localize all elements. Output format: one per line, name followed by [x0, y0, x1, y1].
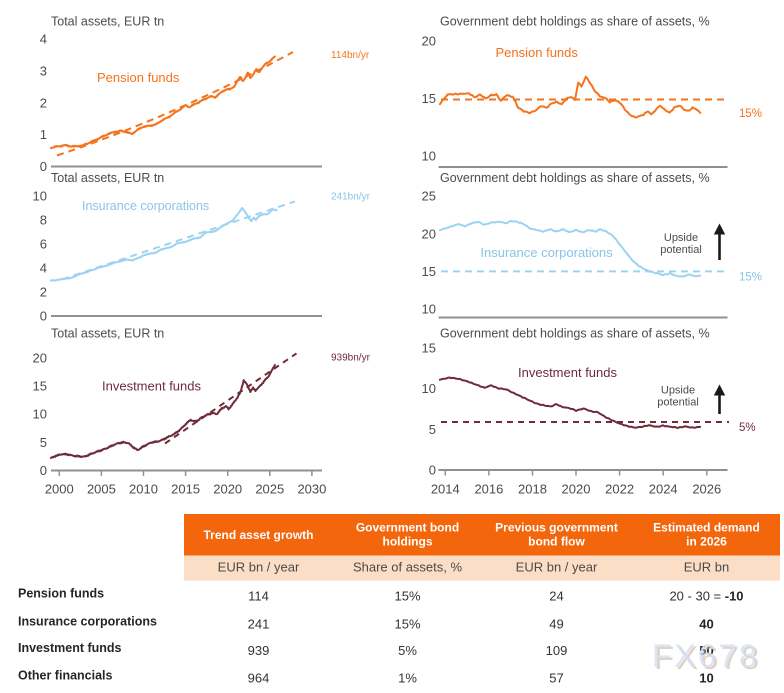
svg-text:in 2026: in 2026 — [686, 535, 727, 549]
svg-text:2026: 2026 — [692, 482, 721, 497]
svg-text:15%: 15% — [739, 272, 762, 284]
svg-text:Insurance corporations: Insurance corporations — [82, 199, 209, 213]
svg-text:potential: potential — [657, 397, 699, 409]
svg-text:2018: 2018 — [518, 482, 547, 497]
svg-text:0: 0 — [40, 159, 47, 174]
svg-text:114bn/yr: 114bn/yr — [331, 50, 370, 61]
svg-text:4: 4 — [40, 261, 47, 276]
svg-text:bond flow: bond flow — [528, 535, 585, 549]
svg-text:241: 241 — [248, 617, 270, 632]
svg-text:Government debt holdings as sh: Government debt holdings as share of ass… — [440, 326, 710, 340]
svg-text:20: 20 — [422, 34, 436, 49]
svg-text:2: 2 — [40, 95, 47, 110]
svg-text:Government debt holdings as sh: Government debt holdings as share of ass… — [440, 171, 710, 185]
svg-text:15%: 15% — [739, 108, 762, 120]
svg-text:Upside: Upside — [664, 232, 698, 244]
svg-text:20: 20 — [33, 350, 47, 365]
svg-text:FX678: FX678 — [652, 638, 759, 674]
svg-text:EUR bn / year: EUR bn / year — [218, 560, 300, 575]
svg-text:potential: potential — [660, 244, 702, 256]
svg-text:10: 10 — [422, 302, 436, 317]
svg-text:Other financials: Other financials — [18, 669, 113, 683]
svg-text:holdings: holdings — [383, 535, 433, 549]
svg-text:10: 10 — [33, 407, 47, 422]
svg-text:Insurance corporations: Insurance corporations — [18, 615, 157, 629]
svg-text:Pension funds: Pension funds — [97, 70, 180, 85]
svg-text:15: 15 — [33, 379, 47, 394]
svg-text:10: 10 — [699, 671, 713, 686]
svg-text:Pension funds: Pension funds — [18, 587, 104, 601]
svg-text:2020: 2020 — [562, 482, 591, 497]
svg-text:0: 0 — [429, 463, 436, 478]
svg-text:50: 50 — [699, 643, 713, 658]
svg-text:2000: 2000 — [45, 482, 74, 497]
svg-text:Investment funds: Investment funds — [518, 365, 617, 380]
svg-text:5%: 5% — [398, 643, 417, 658]
svg-text:8: 8 — [40, 213, 47, 228]
svg-text:1: 1 — [40, 127, 47, 142]
svg-text:964: 964 — [248, 671, 270, 686]
svg-text:114: 114 — [248, 589, 269, 604]
svg-text:0: 0 — [40, 463, 47, 478]
svg-text:Pension funds: Pension funds — [496, 45, 579, 60]
svg-text:2005: 2005 — [87, 482, 116, 497]
svg-text:Previous government: Previous government — [495, 521, 618, 535]
svg-text:2022: 2022 — [605, 482, 634, 497]
svg-text:10: 10 — [33, 189, 47, 204]
svg-text:939: 939 — [248, 643, 270, 658]
svg-text:25: 25 — [422, 189, 436, 204]
svg-text:5: 5 — [429, 422, 436, 437]
svg-text:FX678: FX678 — [654, 640, 761, 676]
svg-text:15%: 15% — [394, 589, 420, 604]
svg-text:Government bond: Government bond — [356, 521, 459, 535]
svg-text:2016: 2016 — [474, 482, 503, 497]
svg-text:109: 109 — [546, 643, 568, 658]
svg-text:10: 10 — [422, 148, 436, 163]
svg-text:2030: 2030 — [297, 482, 326, 497]
svg-text:Government debt holdings as sh: Government debt holdings as share of ass… — [440, 15, 710, 29]
svg-text:2014: 2014 — [431, 482, 460, 497]
svg-text:3: 3 — [40, 63, 47, 78]
svg-text:Total assets, EUR tn: Total assets, EUR tn — [51, 15, 164, 29]
svg-text:0: 0 — [40, 309, 47, 324]
svg-text:20: 20 — [422, 226, 436, 241]
svg-text:2024: 2024 — [649, 482, 678, 497]
svg-text:Estimated demand: Estimated demand — [653, 521, 760, 535]
svg-text:24: 24 — [549, 589, 563, 604]
svg-text:2025: 2025 — [255, 482, 284, 497]
svg-text:Share of assets, %: Share of assets, % — [353, 560, 463, 575]
svg-text:15: 15 — [422, 264, 436, 279]
svg-text:Total assets, EUR tn: Total assets, EUR tn — [51, 326, 164, 340]
svg-text:20 - 30 = -10: 20 - 30 = -10 — [669, 589, 743, 604]
svg-text:5: 5 — [40, 435, 47, 450]
svg-text:5%: 5% — [739, 422, 756, 434]
svg-text:15: 15 — [422, 91, 436, 106]
svg-text:Total assets, EUR tn: Total assets, EUR tn — [51, 171, 164, 185]
svg-text:57: 57 — [549, 671, 563, 686]
svg-text:2010: 2010 — [129, 482, 158, 497]
svg-text:Investment funds: Investment funds — [102, 379, 201, 394]
svg-text:40: 40 — [699, 617, 713, 632]
svg-text:939bn/yr: 939bn/yr — [331, 353, 371, 364]
svg-text:2020: 2020 — [213, 482, 242, 497]
svg-text:49: 49 — [549, 617, 563, 632]
svg-text:15%: 15% — [394, 617, 420, 632]
svg-text:Insurance corporations: Insurance corporations — [480, 245, 613, 260]
svg-text:4: 4 — [40, 32, 47, 47]
svg-text:EUR bn / year: EUR bn / year — [516, 560, 598, 575]
svg-text:15: 15 — [422, 340, 436, 355]
svg-text:Trend asset growth: Trend asset growth — [203, 528, 313, 542]
svg-text:1%: 1% — [398, 671, 417, 686]
svg-text:6: 6 — [40, 237, 47, 252]
svg-text:2015: 2015 — [171, 482, 200, 497]
svg-text:Upside: Upside — [661, 385, 695, 397]
svg-text:10: 10 — [422, 381, 436, 396]
svg-text:EUR bn: EUR bn — [684, 560, 730, 575]
svg-text:2: 2 — [40, 285, 47, 300]
svg-text:241bn/yr: 241bn/yr — [331, 192, 371, 203]
svg-text:Investment funds: Investment funds — [18, 641, 122, 655]
